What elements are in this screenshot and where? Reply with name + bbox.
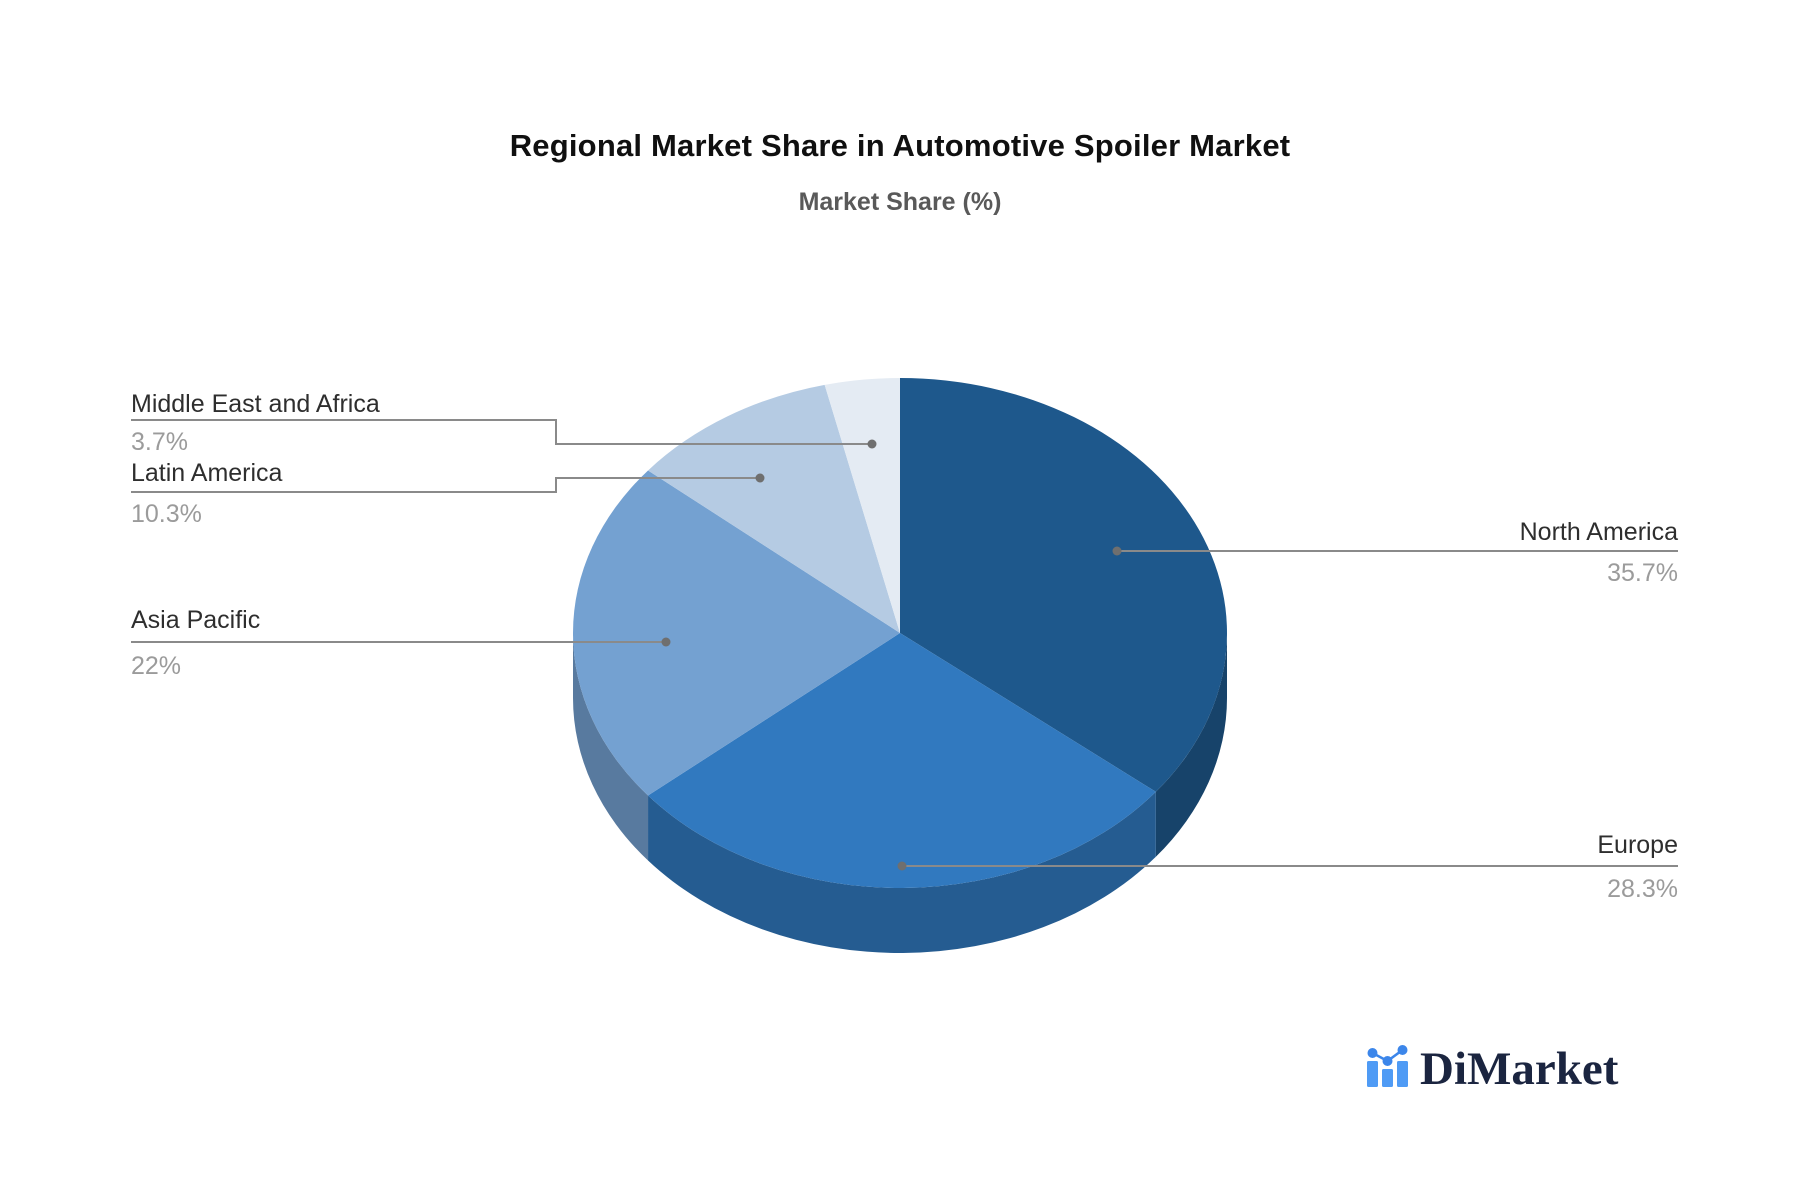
pie-slice-latin-america[interactable]	[648, 384, 900, 633]
dimarket-logo-text: DiMarket	[1420, 1043, 1619, 1095]
pie-slice-side-europe	[648, 791, 1156, 954]
connector-dot-europe	[897, 861, 907, 871]
pie-slice-middle-east-and-africa[interactable]	[824, 378, 900, 633]
slice-label-asia-pacific: Asia Pacific	[131, 606, 261, 634]
connector-dot-asia-pacific	[661, 637, 671, 647]
slice-label-latin-america: Latin America	[131, 459, 283, 487]
connector-line-latin-america	[131, 477, 760, 493]
slice-label-europe: Europe	[1597, 831, 1678, 859]
slice-label-middle-east-africa: Middle East and Africa	[131, 390, 380, 418]
pie-slice-europe[interactable]	[648, 633, 1156, 888]
slice-value-europe: 28.3%	[1607, 875, 1678, 903]
connector-dot-latin-america	[755, 473, 765, 483]
slice-value-middle-east-africa: 3.7%	[131, 428, 188, 456]
slice-value-latin-america: 10.3%	[131, 500, 202, 528]
pie-slice-side-asia-pacific	[573, 633, 649, 861]
pie-slice-side-north-america	[1155, 633, 1227, 857]
pie-slice-asia-pacific[interactable]	[573, 470, 900, 796]
connector-line-middle-east-and-africa	[131, 419, 872, 445]
pie-slice-north-america[interactable]	[900, 378, 1227, 792]
chart-title: Regional Market Share in Automotive Spoi…	[509, 128, 1291, 163]
slice-value-north-america: 35.7%	[1607, 559, 1678, 587]
connector-dot-middle-east-and-africa	[867, 439, 877, 449]
connector-dot-north-america	[1112, 546, 1122, 556]
slice-value-asia-pacific: 22%	[131, 652, 182, 680]
slice-label-north-america: North America	[1519, 518, 1678, 546]
chart-subtitle: Market Share (%)	[798, 188, 1002, 216]
dimarket-logo-icon	[1367, 1045, 1408, 1087]
